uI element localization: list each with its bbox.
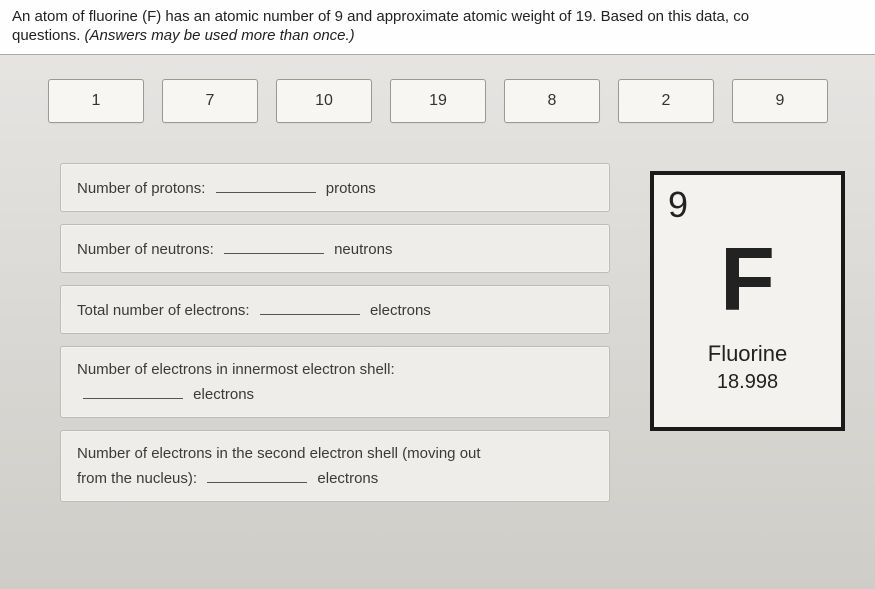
- blank-input[interactable]: [260, 300, 360, 315]
- q3-unit: electrons: [370, 302, 431, 319]
- periodic-element-card: 9 F Fluorine 18.998: [650, 171, 845, 431]
- question-neutrons[interactable]: Number of neutrons: neutrons: [60, 224, 610, 273]
- blank-input[interactable]: [207, 468, 307, 483]
- question-second-shell[interactable]: Number of electrons in the second electr…: [60, 430, 610, 502]
- question-list: Number of protons: protons Number of neu…: [60, 163, 610, 502]
- q5-line1: Number of electrons in the second electr…: [77, 445, 593, 462]
- atomic-mass: 18.998: [717, 371, 778, 394]
- blank-input[interactable]: [216, 178, 316, 193]
- q1-label: Number of protons:: [77, 180, 205, 197]
- answer-option[interactable]: 9: [732, 79, 828, 123]
- atomic-number: 9: [664, 183, 690, 223]
- header-line2: questions. (Answers may be used more tha…: [12, 27, 863, 44]
- answer-option[interactable]: 2: [618, 79, 714, 123]
- q2-label: Number of neutrons:: [77, 241, 214, 258]
- answer-option[interactable]: 1: [48, 79, 144, 123]
- q1-unit: protons: [326, 180, 376, 197]
- element-symbol: F: [720, 235, 775, 325]
- header-line2b: (Answers may be used more than once.): [85, 27, 355, 44]
- question-inner-shell[interactable]: Number of electrons in innermost electro…: [60, 346, 610, 418]
- q4-unit: electrons: [193, 386, 254, 403]
- content-area: Number of protons: protons Number of neu…: [0, 133, 875, 502]
- q5-unit: electrons: [317, 470, 378, 487]
- question-protons[interactable]: Number of protons: protons: [60, 163, 610, 212]
- q4-row2: electrons: [77, 384, 593, 403]
- q2-unit: neutrons: [334, 241, 392, 258]
- blank-input[interactable]: [83, 384, 183, 399]
- question-electrons[interactable]: Total number of electrons: electrons: [60, 285, 610, 334]
- answer-option[interactable]: 19: [390, 79, 486, 123]
- header-line1: An atom of fluorine (F) has an atomic nu…: [12, 8, 863, 25]
- answer-bank: 1 7 10 19 8 2 9: [0, 55, 875, 133]
- q4-label: Number of electrons in innermost electro…: [77, 361, 593, 378]
- element-name: Fluorine: [708, 341, 787, 367]
- blank-input[interactable]: [224, 239, 324, 254]
- answer-option[interactable]: 7: [162, 79, 258, 123]
- q3-label: Total number of electrons:: [77, 302, 250, 319]
- question-header: An atom of fluorine (F) has an atomic nu…: [0, 0, 875, 55]
- header-line2a: questions.: [12, 27, 85, 44]
- answer-option[interactable]: 8: [504, 79, 600, 123]
- q5-line2: from the nucleus):: [77, 470, 197, 487]
- answer-option[interactable]: 10: [276, 79, 372, 123]
- q5-row2: from the nucleus): electrons: [77, 468, 593, 487]
